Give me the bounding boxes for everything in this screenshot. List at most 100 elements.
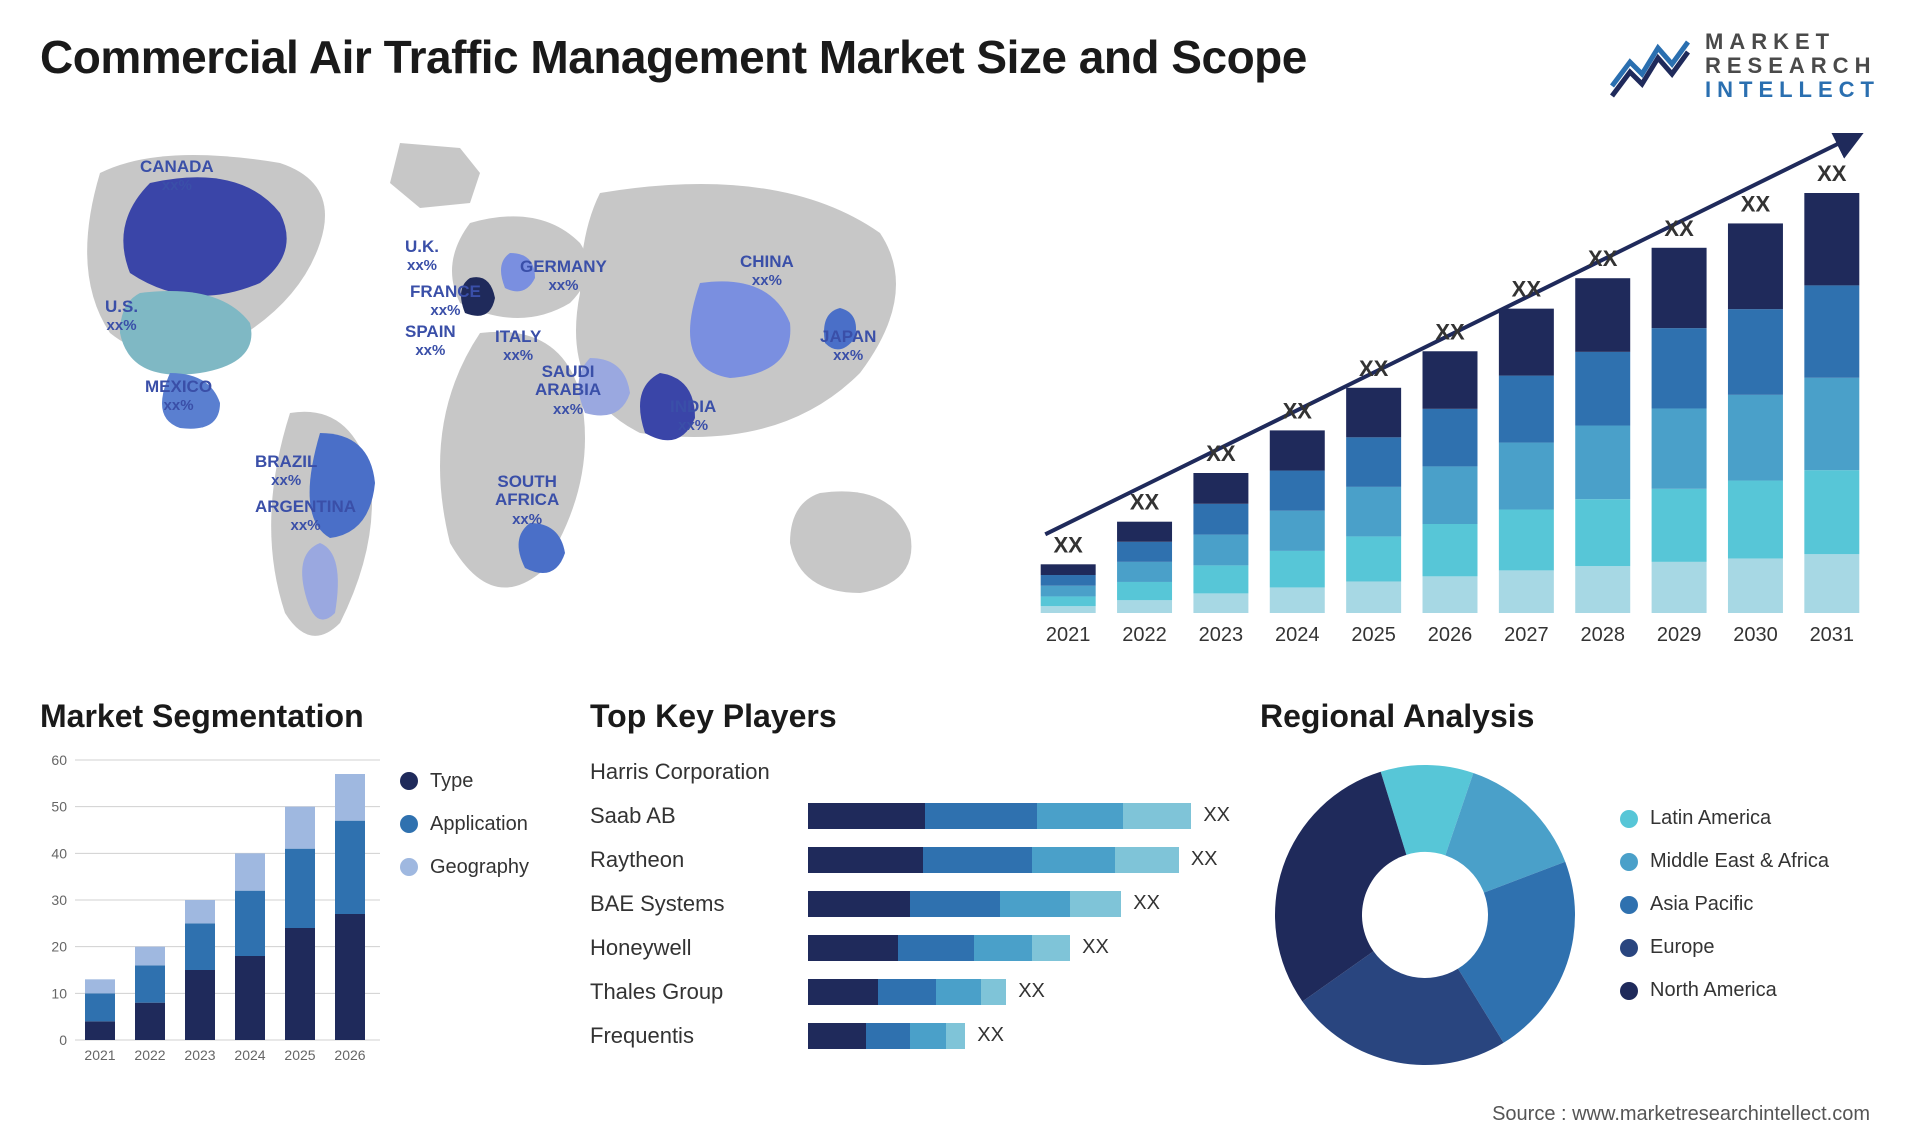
legend-label: Application — [430, 813, 528, 836]
source-label: Source : www.marketresearchintellect.com — [1492, 1103, 1870, 1126]
legend-dot-icon — [400, 815, 418, 833]
player-bar — [808, 1023, 965, 1049]
svg-text:XX: XX — [1435, 319, 1465, 344]
legend-label: Europe — [1650, 936, 1715, 959]
map-label: BRAZILxx% — [255, 453, 317, 490]
svg-text:XX: XX — [1130, 489, 1160, 514]
legend-item: Europe — [1620, 936, 1880, 959]
player-bar — [808, 847, 1179, 873]
player-label: Raytheon — [590, 838, 790, 882]
brand-logo: MARKET RESEARCH INTELLECT — [1610, 30, 1880, 103]
segmentation-title: Market Segmentation — [40, 698, 560, 735]
legend-item: North America — [1620, 979, 1880, 1002]
legend-item: Middle East & Africa — [1620, 850, 1880, 873]
svg-text:2024: 2024 — [1275, 624, 1320, 646]
legend-item: Type — [400, 770, 560, 793]
logo-line2: RESEARCH — [1705, 54, 1880, 78]
player-label: Frequentis — [590, 1014, 790, 1058]
player-value: XX — [1191, 848, 1218, 871]
legend-label: North America — [1650, 979, 1777, 1002]
svg-text:XX: XX — [1664, 215, 1694, 240]
legend-dot-icon — [400, 858, 418, 876]
map-label: MEXICOxx% — [145, 378, 212, 415]
legend-label: Geography — [430, 856, 529, 879]
players-panel: Top Key Players Harris CorporationSaab A… — [590, 698, 1230, 1098]
map-label: SOUTHAFRICAxx% — [495, 473, 559, 529]
svg-text:2027: 2027 — [1504, 624, 1549, 646]
player-value: XX — [1133, 892, 1160, 915]
regional-legend: Latin America Middle East & Africa Asia Pa… — [1620, 807, 1880, 1022]
legend-dot-icon — [1620, 896, 1638, 914]
map-label: ITALYxx% — [495, 328, 541, 365]
legend-dot-icon — [1620, 982, 1638, 1000]
player-bar — [808, 803, 1191, 829]
svg-text:20: 20 — [51, 938, 67, 954]
player-bar-row: XX — [808, 882, 1230, 926]
svg-text:2026: 2026 — [334, 1047, 365, 1063]
player-label: Thales Group — [590, 970, 790, 1014]
svg-text:2021: 2021 — [1046, 624, 1091, 646]
legend-dot-icon — [1620, 939, 1638, 957]
svg-text:2025: 2025 — [1351, 624, 1396, 646]
svg-text:2030: 2030 — [1733, 624, 1778, 646]
player-bar — [808, 979, 1006, 1005]
player-value: XX — [1082, 936, 1109, 959]
legend-item: Geography — [400, 856, 560, 879]
player-value: XX — [1203, 804, 1230, 827]
svg-text:2021: 2021 — [84, 1047, 115, 1063]
svg-text:2031: 2031 — [1810, 624, 1855, 646]
map-label: SPAINxx% — [405, 323, 456, 360]
page-title: Commercial Air Traffic Management Market… — [40, 30, 1307, 84]
legend-label: Middle East & Africa — [1650, 850, 1829, 873]
world-map-panel: CANADAxx% U.S.xx% MEXICOxx% BRAZILxx% ARGENT… — [40, 133, 980, 663]
svg-text:2023: 2023 — [184, 1047, 215, 1063]
svg-text:XX: XX — [1054, 532, 1084, 557]
player-bar-row: XX — [808, 1014, 1230, 1058]
map-label: GERMANYxx% — [520, 258, 607, 295]
map-label: FRANCExx% — [410, 283, 481, 320]
player-bar-row: XX — [808, 794, 1230, 838]
svg-text:0: 0 — [59, 1032, 67, 1048]
svg-text:XX: XX — [1512, 276, 1542, 301]
svg-text:2022: 2022 — [134, 1047, 165, 1063]
map-label: CANADAxx% — [140, 158, 214, 195]
svg-text:2022: 2022 — [1122, 624, 1167, 646]
segmentation-panel: Market Segmentation 0 10 20 30 40 50 60 2021 202… — [40, 698, 560, 1098]
map-label: ARGENTINAxx% — [255, 498, 356, 535]
player-label: Harris Corporation — [590, 750, 790, 794]
logo-mark-icon — [1610, 34, 1690, 98]
regional-panel: Regional Analysis Latin America Middle Ea… — [1260, 698, 1880, 1098]
map-label: CHINAxx% — [740, 253, 794, 290]
map-label: U.K.xx% — [405, 238, 439, 275]
map-label: INDIAxx% — [670, 398, 716, 435]
svg-text:10: 10 — [51, 985, 67, 1001]
growth-chart: XX2021XX2022XX2023XX2024XX2025XX2026XX20… — [1020, 133, 1880, 663]
svg-text:2029: 2029 — [1657, 624, 1702, 646]
player-bar-row: XX — [808, 970, 1230, 1014]
svg-text:40: 40 — [51, 845, 67, 861]
svg-text:XX: XX — [1817, 161, 1847, 186]
player-bar-row — [808, 750, 1230, 794]
svg-text:60: 60 — [51, 752, 67, 768]
svg-text:2028: 2028 — [1580, 624, 1625, 646]
logo-line1: MARKET — [1705, 30, 1880, 54]
legend-dot-icon — [1620, 810, 1638, 828]
map-label: U.S.xx% — [105, 298, 138, 335]
legend-label: Type — [430, 770, 473, 793]
player-bar-row: XX — [808, 926, 1230, 970]
legend-item: Asia Pacific — [1620, 893, 1880, 916]
logo-line3: INTELLECT — [1705, 78, 1880, 102]
players-title: Top Key Players — [590, 698, 1230, 735]
svg-text:30: 30 — [51, 892, 67, 908]
segmentation-legend: Type Application Geography — [400, 750, 560, 1098]
player-bar-row: XX — [808, 838, 1230, 882]
legend-label: Latin America — [1650, 807, 1771, 830]
map-label: JAPANxx% — [820, 328, 876, 365]
regional-title: Regional Analysis — [1260, 698, 1880, 735]
legend-item: Latin America — [1620, 807, 1880, 830]
map-label: SAUDIARABIAxx% — [535, 363, 601, 419]
svg-text:2024: 2024 — [234, 1047, 265, 1063]
svg-text:XX: XX — [1359, 355, 1389, 380]
svg-text:50: 50 — [51, 798, 67, 814]
svg-text:2023: 2023 — [1199, 624, 1244, 646]
